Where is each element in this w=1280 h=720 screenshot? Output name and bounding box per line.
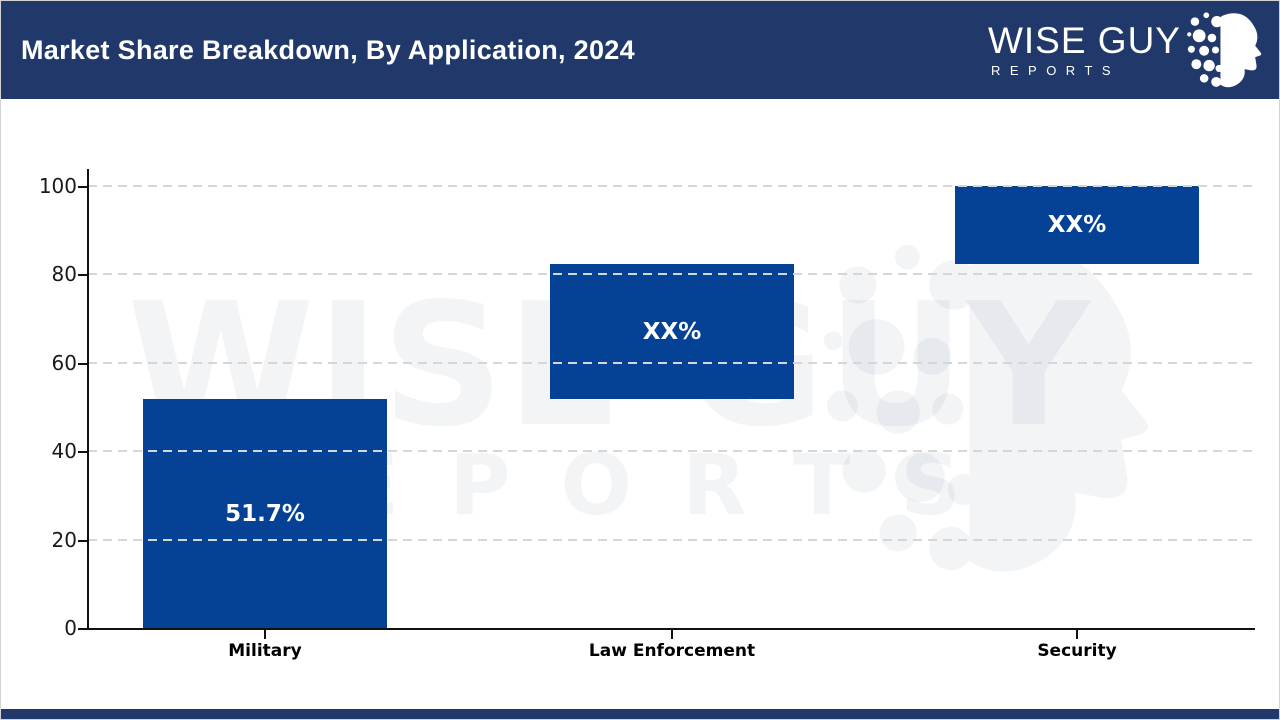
bar-law-enforcement[interactable]: XX% (550, 264, 794, 400)
y-tickmark-80 (78, 274, 87, 277)
y-tick-label-80: 80 (51, 262, 77, 287)
header-band: Market Share Breakdown, By Application, … (1, 1, 1279, 99)
dotted-head-icon (1187, 12, 1262, 88)
y-tick-label-40: 40 (51, 439, 77, 464)
gridline-60 (88, 361, 1254, 364)
category-label-law-enforcement: Law Enforcement (588, 641, 756, 661)
category-label-security: Security (1037, 641, 1117, 661)
y-tickmark-40 (78, 451, 87, 454)
gridline-80 (88, 273, 1254, 276)
x-tickmark-2 (1076, 630, 1078, 639)
y-tickmark-100 (78, 186, 87, 188)
y-tick-label-60: 60 (51, 350, 77, 375)
x-tickmark-0 (264, 630, 266, 639)
gridline-100 (88, 185, 1254, 187)
bar-value-label: XX% (1047, 212, 1107, 239)
y-tick-label-0: 0 (64, 616, 77, 640)
y-tickmark-20 (78, 539, 87, 542)
footer-band (1, 709, 1279, 719)
brand-subname: REPORTS (990, 63, 1121, 78)
page-title: Market Share Breakdown, By Application, … (21, 34, 635, 65)
x-tickmark-1 (671, 630, 673, 639)
bar-value-label: XX% (642, 318, 702, 345)
bar-military[interactable]: 51.7% (143, 399, 387, 628)
brand-name: WISE GUY (987, 20, 1181, 61)
bar-security[interactable]: XX% (955, 186, 1199, 265)
y-tick-label-100: 100 (38, 174, 77, 198)
brand-wordmark: WISE GUY REPORTS (987, 20, 1181, 79)
x-axis-line (87, 628, 1255, 630)
bar-value-label: 51.7% (225, 500, 305, 527)
y-tick-label-20: 20 (51, 527, 77, 552)
y-tickmark-60 (78, 362, 87, 365)
gridline-40 (88, 450, 1254, 453)
y-axis-line (87, 169, 89, 630)
gridline-20 (88, 538, 1254, 541)
category-label-military: Military (228, 641, 302, 661)
brand-logo: WISE GUY REPORTS (988, 7, 1263, 93)
y-tickmark-0 (78, 628, 87, 630)
